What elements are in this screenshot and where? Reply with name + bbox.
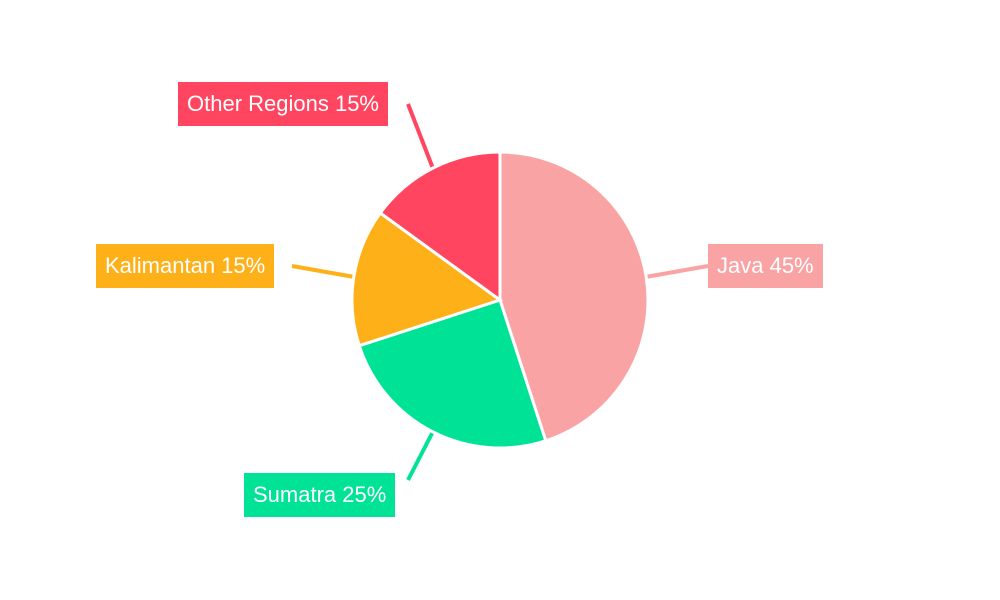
pie-slice-other-regions[interactable] — [378, 150, 502, 303]
label-kalimantan: Kalimantan 15% — [96, 244, 275, 288]
label-java: Java 45% — [708, 244, 823, 288]
pie-slice-kalimantan[interactable] — [350, 210, 504, 348]
leader-line — [645, 264, 709, 279]
leader-line — [406, 103, 435, 169]
pie-slice-java[interactable] — [498, 150, 650, 443]
label-other-regions: Other Regions 15% — [178, 82, 388, 126]
leader-line — [291, 264, 355, 279]
pie-slice-sumatra[interactable] — [357, 298, 548, 450]
leader-line — [406, 430, 435, 481]
label-sumatra: Sumatra 25% — [244, 473, 396, 517]
